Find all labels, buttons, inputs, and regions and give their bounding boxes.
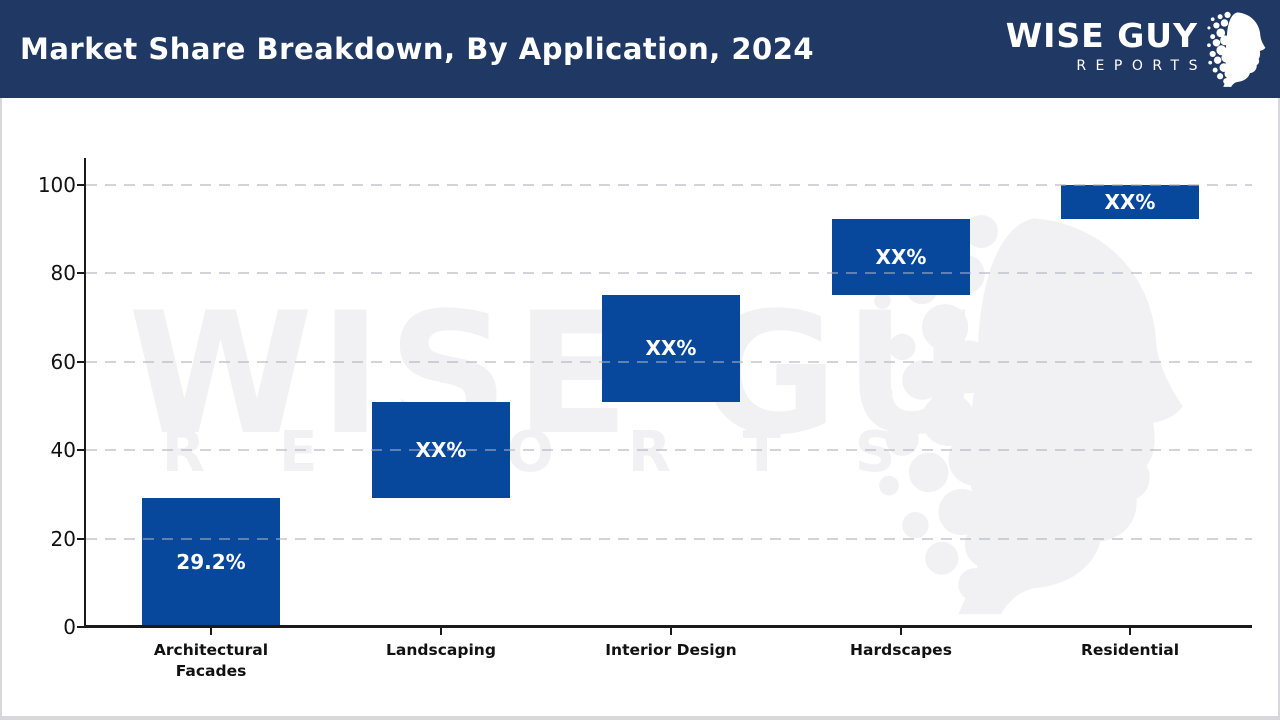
x-axis-tick	[900, 628, 902, 635]
y-axis-tick	[77, 184, 85, 186]
x-axis-category-label: Hardscapes	[850, 641, 952, 659]
bar-value-label: XX%	[875, 245, 927, 270]
x-axis-tick	[670, 628, 672, 635]
y-axis-tick-label: 100	[37, 173, 76, 197]
x-axis-tick	[210, 628, 212, 635]
bar-value-label: 29.2%	[176, 550, 246, 575]
brand-subname: REPORTS	[1076, 58, 1207, 74]
gridline	[86, 272, 1252, 275]
x-axis-category-label: Landscaping	[386, 641, 496, 659]
x-axis-category-label: Residential	[1080, 641, 1180, 659]
brand-logo-text: WISE GUY REPORTS	[1005, 16, 1198, 75]
header-bar: Market Share Breakdown, By Application, …	[0, 0, 1280, 98]
bar-value-label: XX%	[415, 437, 467, 462]
frame-border-right	[1278, 98, 1280, 720]
bar	[1061, 185, 1199, 220]
y-axis-tick-label: 20	[50, 526, 76, 551]
frame-border-left	[0, 98, 2, 720]
y-axis-tick	[77, 449, 85, 452]
page-title: Market Share Breakdown, By Application, …	[20, 32, 815, 66]
gridline	[86, 184, 1252, 186]
y-axis-tick	[77, 626, 85, 628]
gridline	[86, 537, 1252, 540]
y-axis-tick-label: 0	[63, 615, 76, 639]
y-axis-tick	[77, 537, 85, 540]
frame-border-bottom	[0, 716, 1280, 720]
x-axis-tick	[440, 628, 442, 635]
bar-value-label: XX%	[645, 336, 697, 361]
brand-logo: WISE GUY REPORTS	[1006, 0, 1268, 98]
head-profile-icon	[1207, 11, 1266, 87]
gridline	[86, 449, 1252, 452]
x-axis-category-label: Interior Design	[605, 641, 737, 659]
y-axis-tick	[77, 272, 85, 275]
head-dots	[1207, 11, 1234, 85]
y-axis-tick	[77, 360, 85, 363]
x-axis-tick	[1129, 628, 1131, 635]
bar-value-label: XX%	[1104, 190, 1156, 215]
bar	[142, 497, 280, 627]
y-axis-line	[84, 158, 86, 628]
gridline	[86, 360, 1252, 363]
watermark-subtext: REPORTS	[162, 420, 970, 485]
bar	[602, 295, 740, 402]
y-axis-tick-label: 80	[50, 261, 76, 286]
watermark-head-icon	[872, 215, 1183, 615]
x-axis-category-label: Architectural Facades	[153, 641, 269, 680]
y-axis-tick-label: 60	[50, 349, 76, 374]
y-axis-tick-label: 40	[50, 438, 76, 463]
brand-name: WISE GUY	[1005, 16, 1198, 55]
bar	[832, 219, 970, 296]
x-axis-line	[84, 625, 1252, 628]
